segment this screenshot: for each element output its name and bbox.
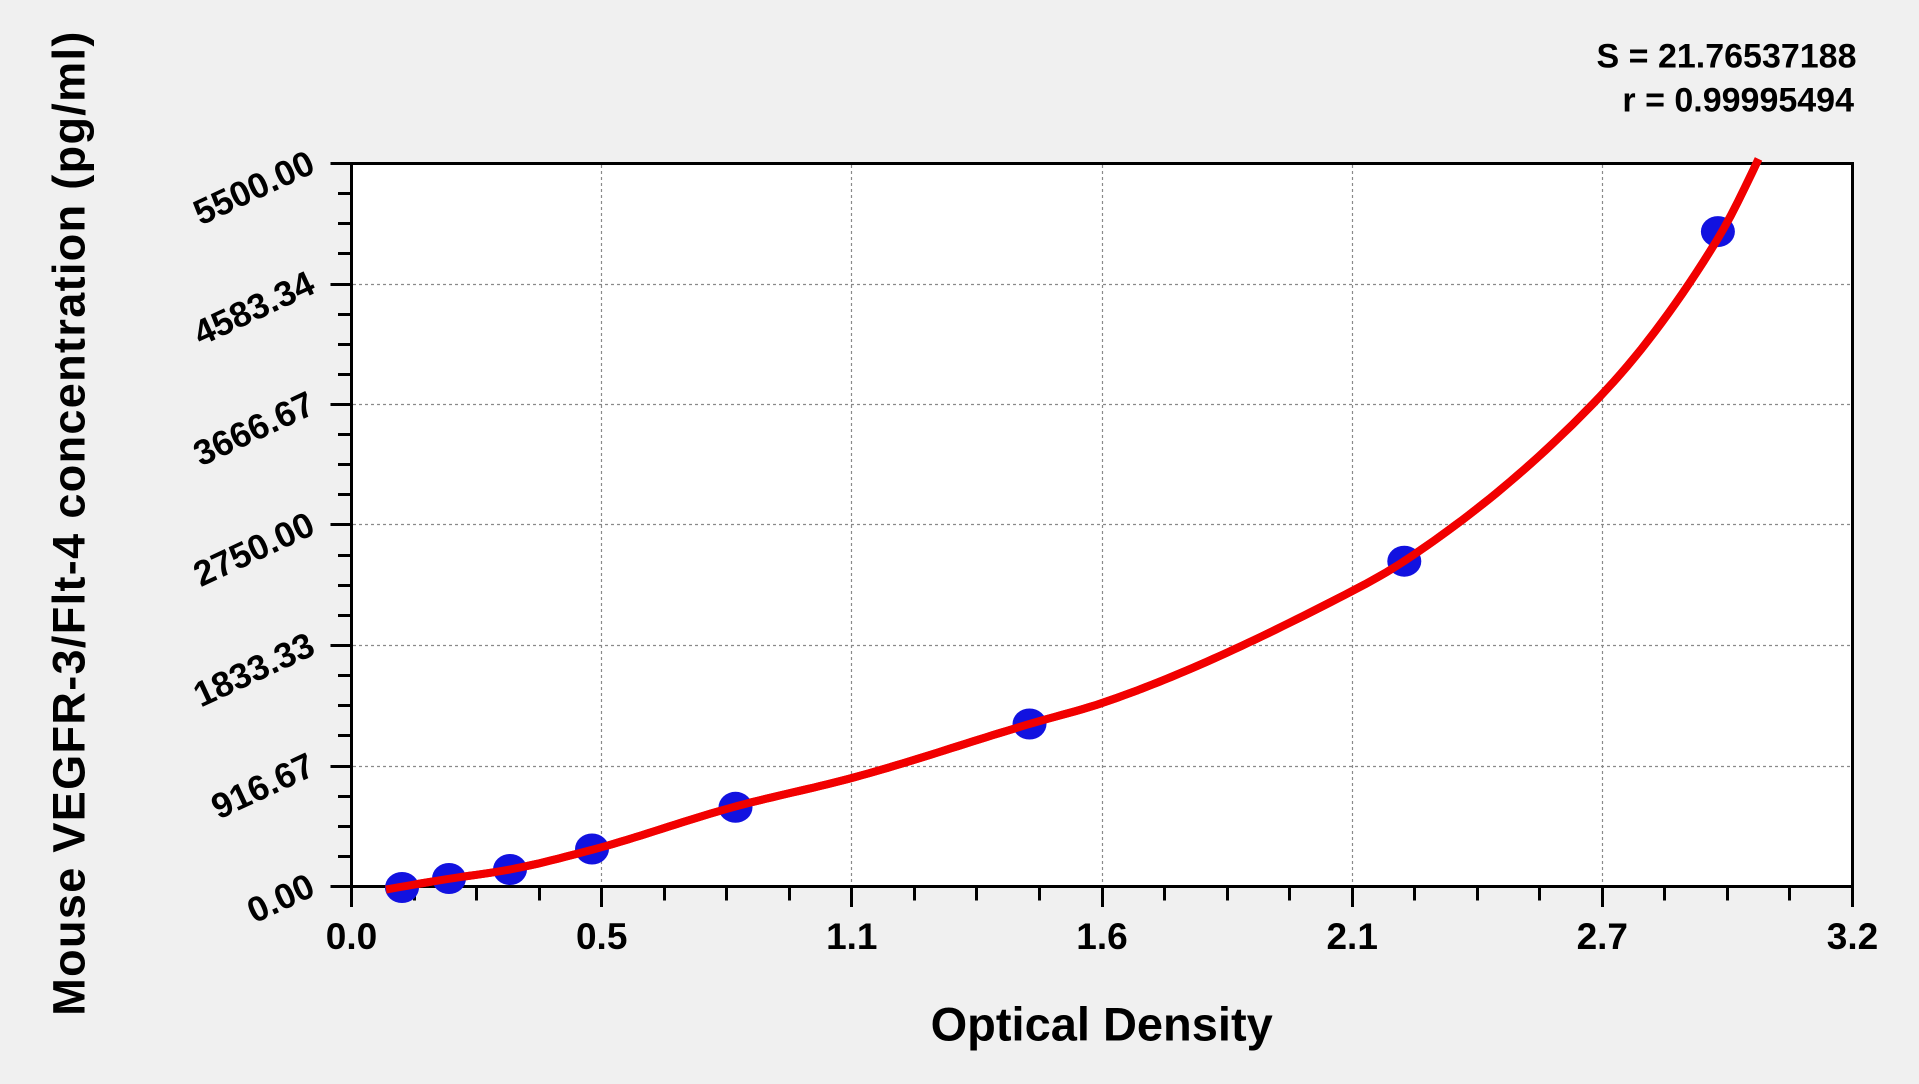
svg-text:0.00: 0.00	[241, 865, 321, 930]
svg-text:3.2: 3.2	[1827, 916, 1878, 957]
svg-text:1.6: 1.6	[1076, 916, 1127, 957]
svg-text:2.7: 2.7	[1577, 916, 1628, 957]
svg-text:r = 0.99995494: r = 0.99995494	[1622, 81, 1854, 119]
svg-text:Mouse VEGFR-3/Flt-4 concentrat: Mouse VEGFR-3/Flt-4 concentration (pg/ml…	[44, 30, 95, 1015]
svg-text:0.0: 0.0	[326, 916, 377, 957]
svg-text:4583.34: 4583.34	[187, 263, 320, 354]
svg-text:2.1: 2.1	[1326, 916, 1377, 957]
svg-text:S = 21.76537188: S = 21.76537188	[1597, 38, 1857, 76]
svg-text:3666.67: 3666.67	[187, 383, 320, 473]
svg-text:1833.33: 1833.33	[187, 624, 320, 714]
svg-text:1.1: 1.1	[826, 916, 877, 957]
svg-text:916.67: 916.67	[205, 745, 320, 827]
svg-text:5500.00: 5500.00	[187, 142, 320, 232]
svg-text:0.5: 0.5	[576, 916, 627, 957]
svg-text:2750.00: 2750.00	[187, 504, 320, 594]
svg-text:Optical Density: Optical Density	[931, 998, 1273, 1051]
